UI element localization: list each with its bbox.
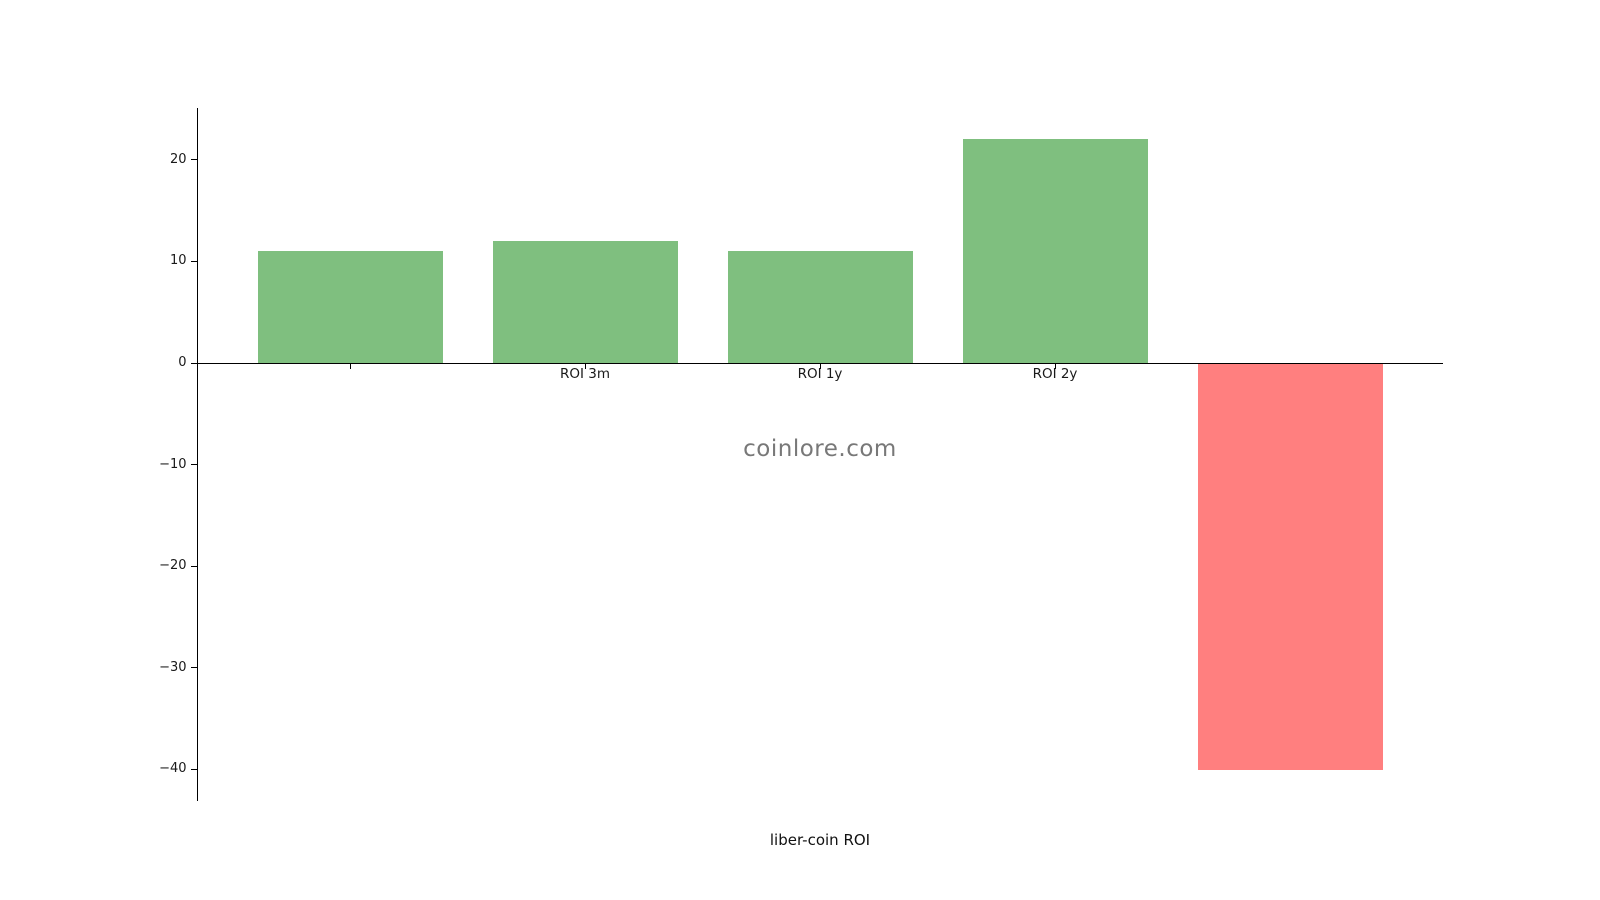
y-tick-mark bbox=[190, 464, 198, 466]
y-tick-label: −30 bbox=[159, 659, 187, 675]
bar-roi-1y bbox=[727, 251, 913, 363]
y-tick-mark bbox=[190, 667, 198, 669]
y-tick-mark bbox=[190, 362, 198, 364]
y-tick-label: 20 bbox=[169, 151, 187, 167]
x-tick-mark bbox=[1054, 363, 1056, 369]
y-tick-label: −40 bbox=[159, 761, 187, 777]
watermark: coinlore.com bbox=[743, 436, 897, 462]
bar-series-4 bbox=[1197, 364, 1383, 771]
bar-roi-2y bbox=[962, 139, 1148, 363]
x-tick-label: ROI 1y bbox=[797, 366, 843, 382]
bar-roi-3m bbox=[492, 241, 678, 363]
x-tick-label: ROI 2y bbox=[1032, 366, 1078, 382]
y-tick-mark bbox=[190, 159, 198, 161]
y-tick-mark bbox=[190, 565, 198, 567]
y-axis-spine bbox=[197, 108, 198, 801]
x-tick-mark bbox=[584, 363, 586, 369]
x-tick-label: ROI 3m bbox=[559, 366, 611, 382]
x-tick-mark bbox=[349, 363, 351, 369]
y-tick-label: 0 bbox=[178, 355, 187, 370]
y-tick-mark bbox=[190, 260, 198, 262]
x-tick-mark bbox=[819, 363, 821, 369]
y-tick-label: 10 bbox=[169, 253, 187, 269]
y-tick-label: −20 bbox=[159, 558, 187, 574]
chart-title: liber-coin ROI bbox=[769, 831, 871, 849]
y-tick-label: −10 bbox=[159, 456, 187, 472]
bar-series-0 bbox=[257, 251, 443, 363]
y-tick-mark bbox=[190, 768, 198, 770]
